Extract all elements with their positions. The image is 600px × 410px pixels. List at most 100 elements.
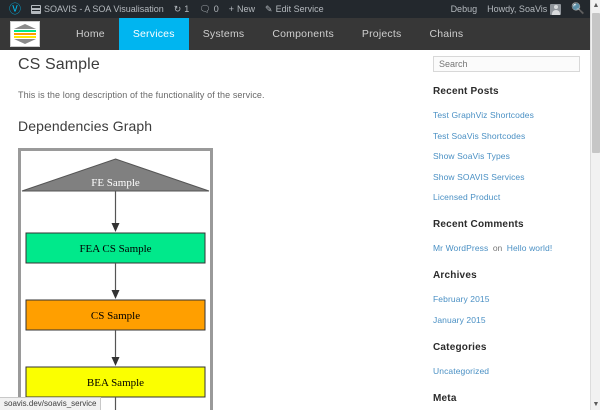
category-link[interactable]: Uncategorized: [433, 365, 490, 376]
widget-recent-comments: Recent Comments Mr WordPress on Hello wo…: [433, 219, 580, 256]
widget-title: Meta: [433, 392, 457, 404]
logo-triangle-up: [14, 24, 36, 29]
dependencies-graph: FE Sample FEA CS Sample CS Sample: [18, 148, 213, 410]
graph-node-label: BEA Sample: [87, 377, 144, 389]
nav-items: Home Services Systems Components Project…: [62, 18, 477, 50]
updates-count: 1: [184, 4, 190, 14]
comment-author-link[interactable]: Mr WordPress: [433, 243, 489, 253]
list-item: Show SoaVis Types: [433, 146, 580, 164]
logo-bar-orange: [14, 33, 36, 35]
recent-post-link[interactable]: Test SoaVis Shortcodes: [433, 130, 526, 141]
comments-menu[interactable]: 🗨 0: [194, 0, 223, 18]
logo-bar-yellow: [14, 36, 36, 38]
graph-node-label: CS Sample: [91, 310, 140, 322]
widget-archives: Archives February 2015 January 2015: [433, 270, 580, 328]
nav-item-systems[interactable]: Systems: [189, 18, 259, 50]
new-content-menu[interactable]: + New: [224, 0, 260, 18]
nav-item-projects[interactable]: Projects: [348, 18, 416, 50]
graph-arrowhead: [111, 290, 120, 299]
comment-bubble-icon: 🗨: [199, 3, 211, 14]
nav-item-components[interactable]: Components: [258, 18, 348, 50]
widget-title: Categories: [433, 341, 487, 353]
graph-node-fea-cs-sample[interactable]: FEA CS Sample: [25, 232, 206, 264]
section-title: Dependencies Graph: [18, 118, 153, 134]
list-item: February 2015: [433, 289, 580, 307]
soavis-logo-icon[interactable]: [10, 21, 40, 47]
comments-count: 0: [213, 4, 219, 14]
site-icon: [31, 4, 42, 14]
archive-link[interactable]: January 2015: [433, 314, 486, 325]
list-item: January 2015: [433, 310, 580, 328]
graph-arrowhead: [111, 223, 120, 232]
wp-admin-bar: Ⓥ SOAVIS - A SOA Visualisation ↻ 1 🗨 0 +…: [0, 0, 590, 18]
wp-logo-menu[interactable]: Ⓥ: [0, 0, 26, 18]
dependency-graph-svg: FE Sample FEA CS Sample CS Sample: [21, 158, 210, 410]
categories-list: Uncategorized: [433, 361, 580, 379]
list-item: Show SOAVIS Services: [433, 167, 580, 185]
nav-label: Chains: [429, 28, 464, 40]
wordpress-logo-icon: Ⓥ: [9, 2, 22, 16]
updates-menu[interactable]: ↻ 1: [169, 0, 195, 18]
new-label: New: [237, 4, 256, 14]
nav-label: Services: [132, 28, 175, 40]
site-nav: Home Services Systems Components Project…: [0, 18, 590, 50]
search-icon: 🔍: [571, 2, 585, 15]
service-description: This is the long description of the func…: [18, 90, 265, 100]
page-title: CS Sample: [18, 56, 100, 73]
avatar: [550, 3, 562, 15]
widget-title: Archives: [433, 270, 477, 281]
list-item: Test SoaVis Shortcodes: [433, 126, 580, 144]
widget-title: Recent Comments: [433, 219, 524, 230]
recent-post-link[interactable]: Licensed Product: [433, 192, 501, 202]
nav-item-services[interactable]: Services: [118, 18, 189, 50]
widget-title: Recent Posts: [433, 86, 499, 97]
graph-node-label: FEA CS Sample: [79, 243, 151, 255]
plus-icon: +: [228, 3, 235, 14]
howdy-label: Howdy, SoaVis: [487, 4, 548, 14]
widget-recent-posts: Recent Posts Test GraphViz Shortcodes Te…: [433, 86, 580, 205]
logo-triangle-down: [14, 39, 36, 44]
recent-posts-list: Test GraphViz Shortcodes Test SoaVis Sho…: [433, 105, 580, 205]
nav-label: Projects: [361, 28, 402, 40]
chevron-down-icon[interactable]: ▼: [592, 401, 600, 408]
list-item: Uncategorized: [433, 361, 580, 379]
my-account-menu[interactable]: Howdy, SoaVis: [482, 0, 566, 18]
recent-post-link[interactable]: Show SoaVis Types: [433, 151, 510, 161]
archive-link[interactable]: February 2015: [433, 294, 490, 304]
list-item: Licensed Product: [433, 187, 580, 205]
page-scrollbar[interactable]: ▲ ▼: [590, 0, 600, 410]
pencil-icon: ✎: [265, 3, 273, 14]
graph-node-fe-sample[interactable]: FE Sample: [21, 158, 210, 192]
nav-item-home[interactable]: Home: [62, 18, 119, 50]
chevron-up-icon[interactable]: ▲: [592, 2, 600, 9]
nav-label: Systems: [202, 28, 245, 40]
adminbar-search-button[interactable]: 🔍: [566, 0, 590, 18]
recent-post-link[interactable]: Test GraphViz Shortcodes: [433, 110, 534, 120]
search-input[interactable]: [433, 56, 580, 72]
sidebar: Recent Posts Test GraphViz Shortcodes Te…: [425, 50, 590, 410]
edit-service-label: Edit Service: [275, 4, 324, 14]
comment-on-text: on: [492, 243, 503, 253]
site-name-menu[interactable]: SOAVIS - A SOA Visualisation: [26, 0, 169, 18]
graph-node-cs-sample[interactable]: CS Sample: [25, 299, 206, 331]
list-item: Test GraphViz Shortcodes: [433, 105, 580, 123]
graph-node-bea-sample[interactable]: BEA Sample: [25, 366, 206, 398]
graph-node-label: FE Sample: [91, 177, 140, 189]
debug-menu[interactable]: Debug: [446, 0, 483, 18]
nav-label: Components: [272, 28, 334, 40]
nav-item-chains[interactable]: Chains: [415, 18, 477, 50]
debug-label: Debug: [450, 4, 478, 14]
archives-list: February 2015 January 2015: [433, 289, 580, 328]
site-name-label: SOAVIS - A SOA Visualisation: [44, 4, 164, 14]
nav-label: Home: [76, 28, 105, 40]
page-content: CS Sample This is the long description o…: [0, 50, 590, 410]
scrollbar-thumb[interactable]: [592, 13, 600, 153]
updates-icon: ↻: [173, 3, 182, 14]
comment-post-link[interactable]: Hello world!: [506, 243, 553, 253]
graph-arrowhead: [111, 357, 120, 366]
edit-service-menu[interactable]: ✎ Edit Service: [260, 0, 329, 18]
widget-meta: Meta Site Admin Log out Entries RSS: [433, 393, 580, 410]
main-column: CS Sample This is the long description o…: [0, 50, 425, 410]
recent-post-link[interactable]: Show SOAVIS Services: [433, 171, 525, 182]
